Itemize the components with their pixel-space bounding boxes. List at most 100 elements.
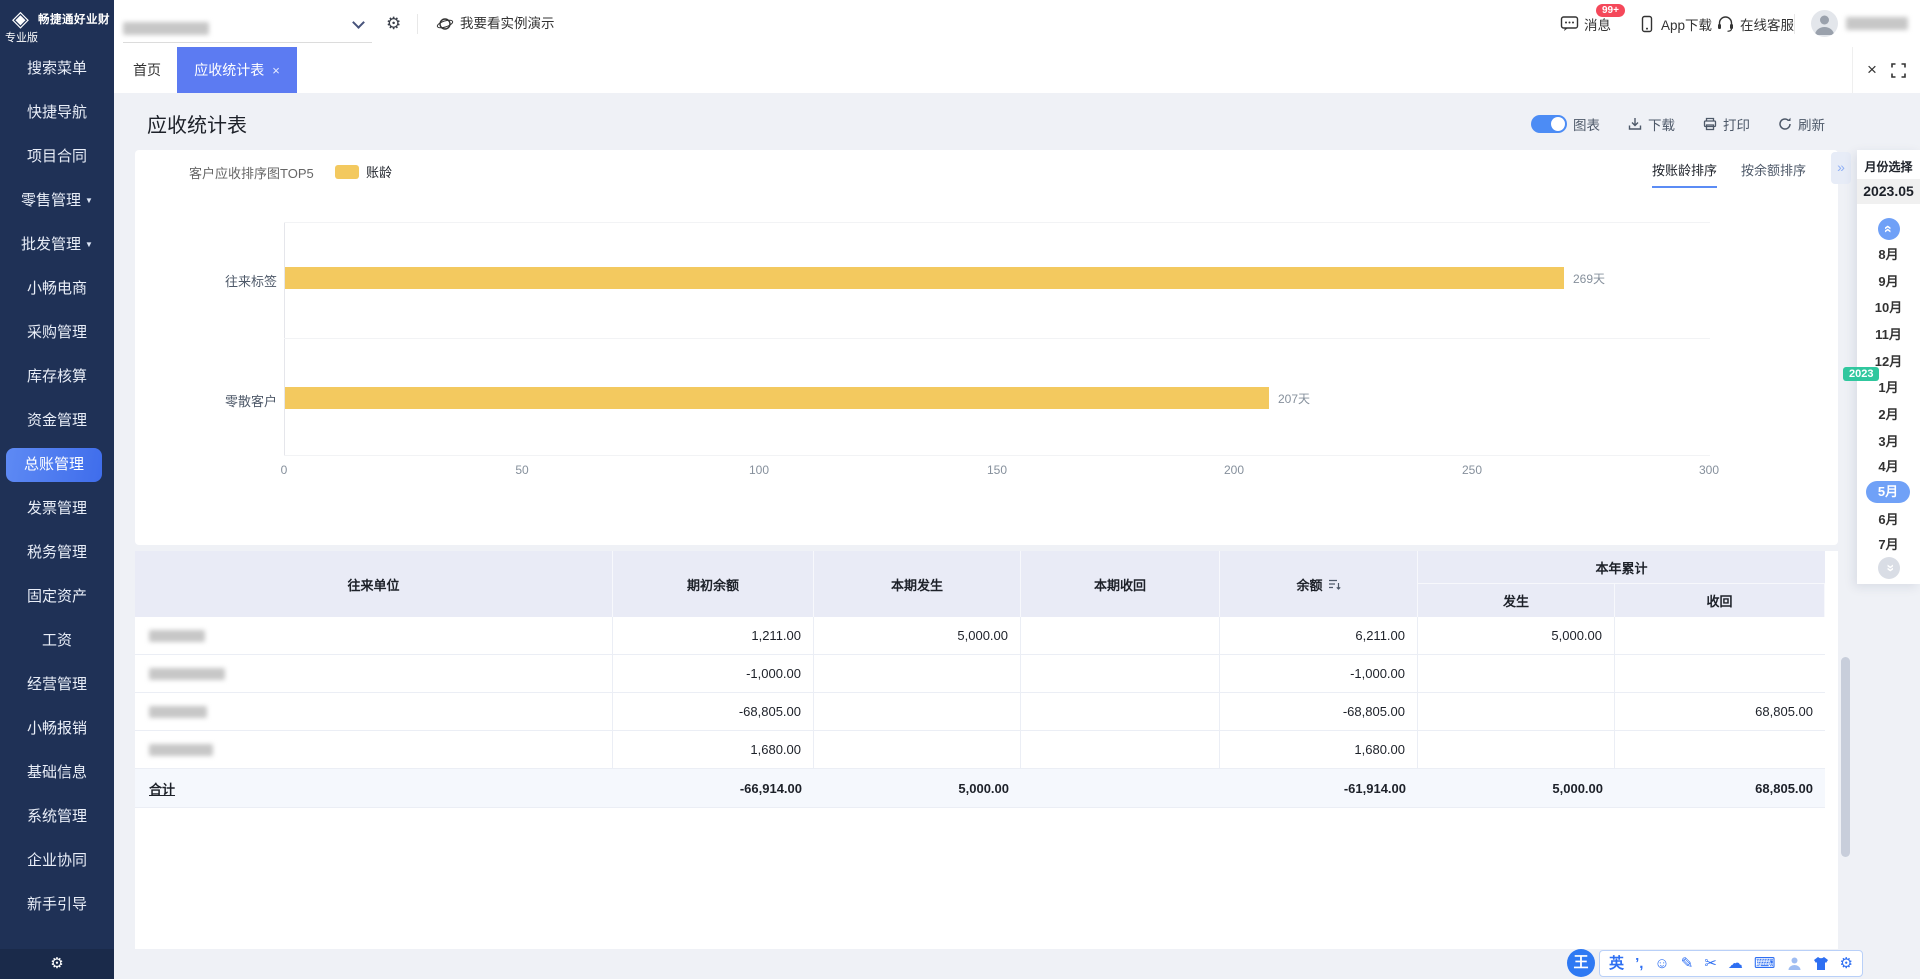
ime-lang-toggle[interactable]: 英: [1609, 954, 1625, 972]
sidebar-item-wholesale-mgmt[interactable]: 批发管理 ▼: [21, 236, 93, 253]
fullscreen-icon[interactable]: [1891, 62, 1906, 78]
month-item-aug[interactable]: 8月: [1878, 247, 1899, 262]
sidebar-settings-gear-icon[interactable]: ⚙: [0, 949, 114, 979]
sidebar-item-purchase-mgmt[interactable]: 采购管理: [26, 324, 87, 341]
col-header-partner[interactable]: 往来单位: [135, 551, 613, 617]
caret-down-icon: ▼: [85, 240, 93, 249]
sort-by-balance-tab[interactable]: 按余额排序: [1740, 163, 1806, 178]
ime-keyboard-icon[interactable]: ⌨: [1753, 954, 1776, 972]
sidebar-item-fixed-assets[interactable]: 固定资产: [26, 588, 87, 605]
month-item-jul[interactable]: 7月: [1878, 537, 1899, 552]
x-tick: 0: [280, 463, 288, 477]
ime-person-icon[interactable]: [1787, 956, 1802, 971]
month-item-dec[interactable]: 12月: [1874, 354, 1903, 369]
refresh-button[interactable]: 刷新: [1778, 114, 1825, 134]
demo-link[interactable]: 我要看实例演示: [460, 16, 555, 31]
sidebar-item-basic-info[interactable]: 基础信息: [26, 764, 87, 781]
sidebar-item-retail-mgmt[interactable]: 零售管理 ▼: [21, 192, 93, 209]
x-tick: 250: [1461, 463, 1483, 477]
sidebar-item-project-contract[interactable]: 项目合同: [26, 148, 87, 165]
ime-logo-button[interactable]: 王: [1567, 949, 1596, 977]
ime-toolbar: 英 ’, ☺ ✎ ✂ ☁ ⌨ ⚙: [1599, 949, 1863, 977]
sort-by-aging-tab[interactable]: 按账龄排序: [1651, 160, 1717, 188]
sidebar-item-payroll[interactable]: 工资: [41, 632, 72, 649]
table-row[interactable]: -1,000.00 -1,000.00: [135, 655, 1825, 693]
ime-pencil-icon[interactable]: ✎: [1680, 954, 1694, 972]
chart-bar-row: 269天: [285, 267, 1725, 289]
sidebar-item-beginner-guide[interactable]: 新手引导: [26, 896, 87, 913]
col-header-ytd-incurred[interactable]: 发生: [1418, 584, 1615, 617]
ime-cloud-icon[interactable]: ☁: [1727, 954, 1743, 972]
month-item-sep[interactable]: 9月: [1878, 274, 1899, 289]
month-item-feb[interactable]: 2月: [1878, 407, 1899, 422]
x-tick: 300: [1698, 463, 1720, 477]
panel-collapse-handle[interactable]: »: [1831, 152, 1851, 184]
month-item-may-active[interactable]: 5月: [1866, 481, 1910, 503]
col-header-balance[interactable]: 余额: [1220, 551, 1418, 617]
year-badge: 2023: [1843, 367, 1880, 381]
tab-home[interactable]: 首页: [133, 62, 161, 78]
chanjet-logo-icon: ◈: [12, 6, 29, 31]
ime-punctuation-toggle[interactable]: ’,: [1635, 954, 1644, 972]
settings-gear-icon[interactable]: ⚙: [386, 14, 402, 33]
redacted-partner-name: [149, 667, 225, 680]
scroll-up-button[interactable]: «: [1877, 218, 1900, 240]
user-avatar[interactable]: [1811, 10, 1838, 37]
sidebar-item-operations-mgmt[interactable]: 经营管理: [26, 676, 87, 693]
x-tick: 200: [1223, 463, 1245, 477]
tab-receivable-report[interactable]: 应收统计表 ×: [177, 47, 297, 93]
messages-button[interactable]: 消息: [1560, 0, 1611, 47]
chevron-down-icon[interactable]: [352, 16, 365, 29]
online-support-button[interactable]: 在线客服: [1716, 0, 1794, 47]
ime-emoji-icon[interactable]: ☺: [1654, 954, 1670, 972]
sidebar-item-invoice-mgmt[interactable]: 发票管理: [26, 500, 87, 517]
sidebar-item-xiaochang-ecommerce[interactable]: 小畅电商: [26, 280, 87, 297]
close-icon[interactable]: ×: [1867, 60, 1877, 79]
legend-swatch: [335, 164, 359, 179]
topbar: ⚙ 我要看实例演示 消息 99+ App下载 在线客服: [114, 0, 1920, 47]
table-row[interactable]: -68,805.00 -68,805.00 68,805.00: [135, 693, 1825, 731]
sort-icon[interactable]: [1328, 578, 1341, 590]
demo-planet-icon: [436, 15, 454, 33]
month-item-nov[interactable]: 11月: [1875, 327, 1902, 342]
col-header-period-collected[interactable]: 本期收回: [1021, 551, 1220, 617]
vertical-scrollbar[interactable]: [1841, 657, 1850, 857]
print-button[interactable]: 打印: [1703, 114, 1750, 134]
table-row[interactable]: 1,211.00 5,000.00 6,211.00 5,000.00: [135, 617, 1825, 655]
download-icon: [1628, 117, 1642, 131]
sidebar-item-system-mgmt[interactable]: 系统管理: [26, 808, 87, 825]
ime-skin-icon[interactable]: [1813, 956, 1829, 971]
table-row[interactable]: 1,680.00 1,680.00: [135, 731, 1825, 769]
month-item-jan[interactable]: 1月: [1878, 380, 1899, 395]
total-link[interactable]: 合计: [149, 781, 176, 797]
redacted-company-name[interactable]: [123, 22, 209, 35]
tab-close-icon[interactable]: ×: [272, 62, 280, 78]
sidebar-item-search-menu[interactable]: 搜索菜单: [26, 60, 87, 77]
download-button[interactable]: 下载: [1628, 114, 1675, 134]
ime-scissors-icon[interactable]: ✂: [1704, 954, 1717, 972]
toggle-on-switch[interactable]: [1531, 115, 1567, 133]
app-download-button[interactable]: App下载: [1638, 0, 1712, 47]
col-header-period-incurred[interactable]: 本期发生: [814, 551, 1021, 617]
redacted-username[interactable]: [1846, 17, 1908, 30]
month-item-mar[interactable]: 3月: [1878, 434, 1899, 449]
sidebar-item-quick-nav[interactable]: 快捷导航: [26, 104, 87, 121]
chart-title: 客户应收排序图TOP5: [189, 166, 314, 181]
brand-name: 畅捷通好业财: [38, 14, 110, 26]
sidebar-item-inventory-accounting[interactable]: 库存核算: [26, 368, 87, 385]
scroll-down-button[interactable]: «: [1877, 557, 1900, 579]
sidebar-item-funds-mgmt[interactable]: 资金管理: [26, 412, 87, 429]
chart-toggle[interactable]: 图表: [1531, 114, 1600, 134]
printer-icon: [1703, 117, 1717, 131]
sidebar-item-xiaochang-expense[interactable]: 小畅报销: [26, 720, 87, 737]
chart-legend-aging[interactable]: 账龄: [335, 162, 392, 181]
sidebar-item-general-ledger[interactable]: 总账管理: [6, 448, 102, 482]
sidebar-item-tax-mgmt[interactable]: 税务管理: [26, 544, 87, 561]
month-item-jun[interactable]: 6月: [1878, 512, 1899, 527]
col-header-ytd-collected[interactable]: 收回: [1615, 584, 1825, 617]
month-item-apr[interactable]: 4月: [1878, 459, 1899, 474]
month-item-oct[interactable]: 10月: [1874, 300, 1903, 315]
ime-settings-icon[interactable]: ⚙: [1839, 954, 1853, 972]
sidebar-item-enterprise-collab[interactable]: 企业协同: [26, 852, 87, 869]
col-header-opening-balance[interactable]: 期初余额: [613, 551, 814, 617]
